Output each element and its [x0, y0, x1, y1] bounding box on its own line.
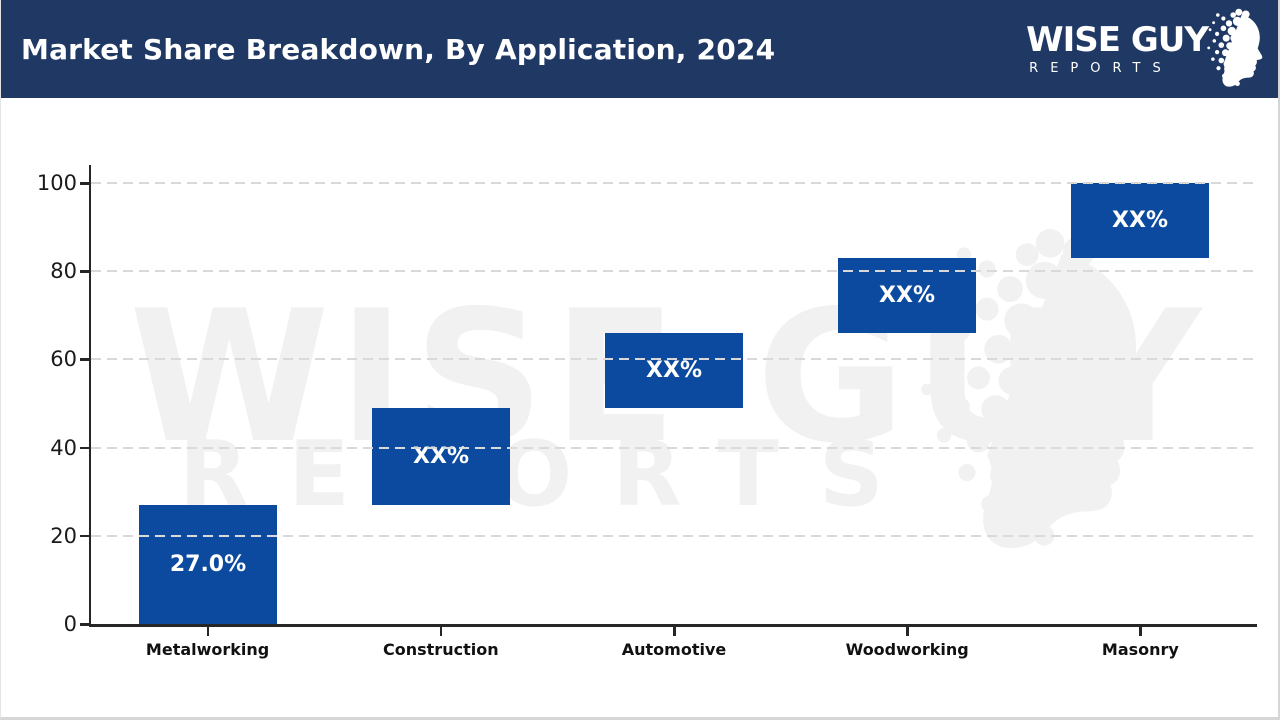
- bar-masonry: XX%: [1071, 183, 1209, 258]
- y-axis-tick-20: 20: [50, 523, 77, 548]
- gridline-60: [91, 358, 1257, 361]
- gridline-40: [91, 446, 1257, 449]
- y-axis-tick-0: 0: [63, 612, 77, 636]
- chart-title: Market Share Breakdown, By Application, …: [21, 32, 776, 66]
- chart-area: WISE GUY REPORTS 27.0% XX% XX% XX% XX% 0 20 40…: [1, 98, 1280, 717]
- logo-tagline: REPORTS: [1029, 60, 1173, 76]
- x-axis-label-masonry: Masonry: [1101, 640, 1179, 659]
- gridline-20: [91, 534, 1257, 537]
- bar-value-label: XX%: [646, 358, 702, 383]
- x-tick-mark-metalworking: [206, 627, 210, 636]
- gridline-100: [91, 182, 1257, 184]
- y-tick-mark-20: [80, 534, 89, 538]
- y-axis-tick-100: 100: [36, 171, 77, 195]
- y-axis-tick-80: 80: [50, 259, 77, 284]
- bar-automotive: XX%: [605, 333, 743, 408]
- x-tick-mark-construction: [439, 627, 443, 636]
- plot-area: 27.0% XX% XX% XX% XX%: [89, 165, 1257, 627]
- x-axis-label-woodworking: Woodworking: [845, 640, 969, 659]
- y-tick-mark-80: [80, 270, 89, 273]
- x-axis-label-automotive: Automotive: [621, 640, 727, 659]
- x-axis-label-metalworking: Metalworking: [145, 640, 270, 659]
- header-bar: Market Share Breakdown, By Application, …: [1, 0, 1278, 98]
- logo-text: WISE GUY REPORTS: [1026, 19, 1209, 76]
- bar-construction: XX%: [372, 408, 510, 505]
- y-tick-mark-60: [80, 358, 89, 361]
- y-axis-tick-60: 60: [50, 347, 77, 372]
- bar-value-label: XX%: [1112, 208, 1168, 233]
- y-tick-mark-100: [80, 182, 89, 185]
- bar-metalworking: 27.0%: [139, 505, 277, 624]
- wiseguy-logo: WISE GUY REPORTS: [1026, 0, 1264, 98]
- gridline-80: [91, 270, 1257, 273]
- x-tick-mark-masonry: [1139, 627, 1142, 636]
- y-tick-mark-0: [80, 623, 89, 626]
- x-axis-label-construction: Construction: [383, 640, 499, 659]
- y-tick-mark-40: [80, 446, 89, 450]
- x-tick-mark-woodworking: [906, 627, 909, 636]
- x-tick-mark-automotive: [673, 627, 676, 636]
- bar-value-label: 27.0%: [169, 552, 247, 577]
- y-axis-tick-40: 40: [50, 435, 77, 460]
- bar-value-label: XX%: [879, 283, 935, 308]
- logo-name: WISE GUY: [1026, 19, 1209, 60]
